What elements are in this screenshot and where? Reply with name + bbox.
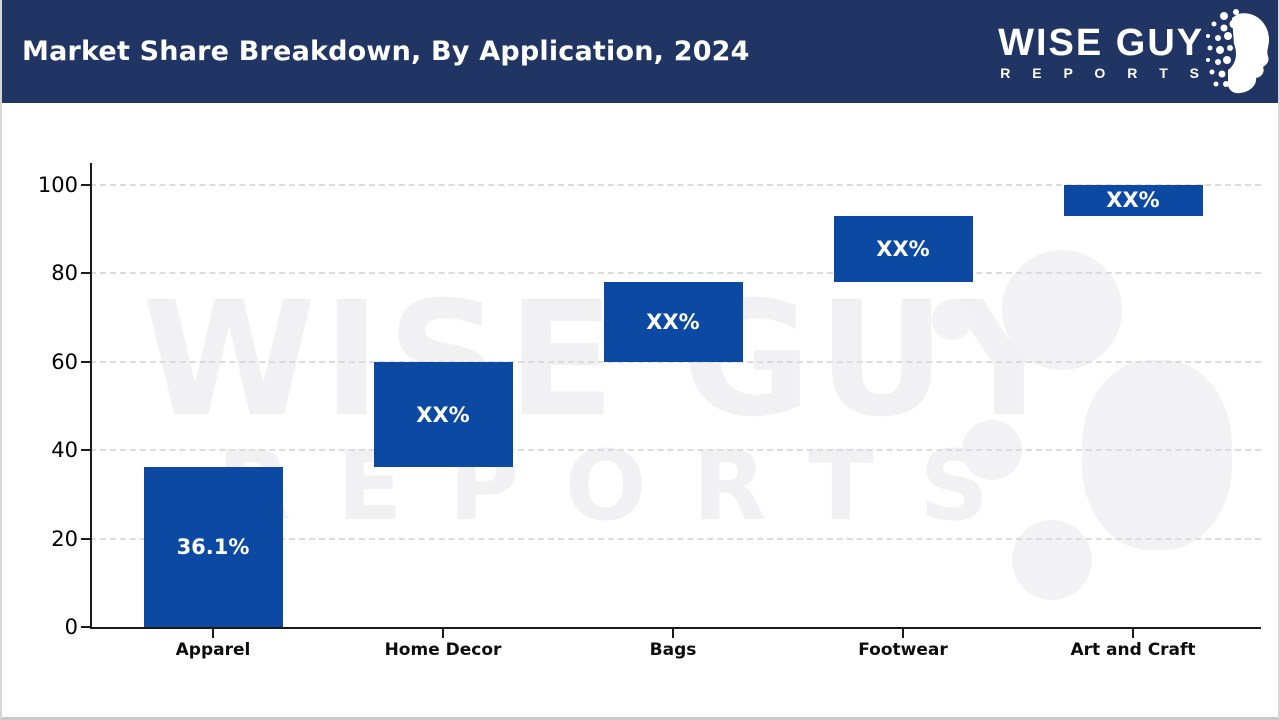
brand-logo-text: WISE GUY R E P O R T S [994, 24, 1208, 80]
bar-segment-art-and-craft: XX% [1063, 185, 1203, 216]
watermark-text-2: REPORTS [217, 430, 1035, 542]
y-tickmark-80 [81, 272, 90, 275]
x-category-label-1: Home Decor [384, 640, 502, 660]
x-tickmark-2 [672, 629, 674, 638]
y-tickmark-100 [81, 184, 90, 186]
y-tick-label-20: 20 [51, 526, 78, 551]
y-tick-label-80: 80 [51, 261, 78, 286]
x-category-label-2: Bags [649, 640, 697, 660]
page-title: Market Share Breakdown, By Application, … [22, 36, 750, 67]
bar-value-label: XX% [416, 402, 470, 427]
y-tick-label-40: 40 [51, 438, 78, 463]
watermark-face-dot [1082, 360, 1232, 550]
bar-segment-home-decor: XX% [373, 361, 513, 468]
gridline-20 [90, 537, 1261, 540]
brand-logo: WISE GUY R E P O R T S [994, 8, 1278, 96]
y-axis-line [90, 163, 92, 629]
y-tick-label-60: 60 [51, 349, 78, 374]
bar-value-label: XX% [1106, 188, 1160, 213]
y-tick-label-100: 100 [37, 173, 78, 197]
watermark-face-dot [1012, 520, 1092, 600]
bar-value-label: XX% [646, 310, 700, 334]
y-tickmark-20 [81, 537, 90, 540]
header-bar: Market Share Breakdown, By Application, … [2, 0, 1278, 103]
x-tickmark-1 [442, 629, 444, 638]
logo-face-icon [1206, 8, 1272, 96]
y-tick-label-0: 0 [64, 615, 78, 639]
brand-subtitle: R E P O R T S [1000, 64, 1208, 81]
x-tickmark-0 [212, 629, 214, 638]
x-tickmark-4 [1132, 629, 1134, 638]
bar-value-label: 36.1% [176, 535, 250, 560]
gridline-100 [90, 184, 1261, 186]
y-tickmark-40 [81, 449, 90, 452]
x-category-label-0: Apparel [175, 640, 251, 660]
y-tickmark-60 [81, 360, 90, 363]
y-tickmark-0 [81, 626, 90, 628]
gridline-40 [90, 449, 1261, 452]
gridline-60 [90, 360, 1261, 363]
x-tickmark-3 [902, 629, 904, 638]
x-category-label-3: Footwear [858, 640, 948, 660]
gridline-80 [90, 272, 1261, 275]
bar-value-label: XX% [876, 237, 930, 262]
bar-segment-bags: XX% [603, 282, 743, 362]
x-axis-line [90, 627, 1261, 629]
bar-segment-apparel: 36.1% [143, 467, 283, 627]
x-category-label-4: Art and Craft [1070, 640, 1196, 660]
watermark-face-dot [1002, 250, 1122, 370]
bar-segment-footwear: XX% [833, 215, 973, 283]
brand-name: WISE GUY [998, 21, 1205, 64]
watermark-face-dot [932, 300, 972, 340]
